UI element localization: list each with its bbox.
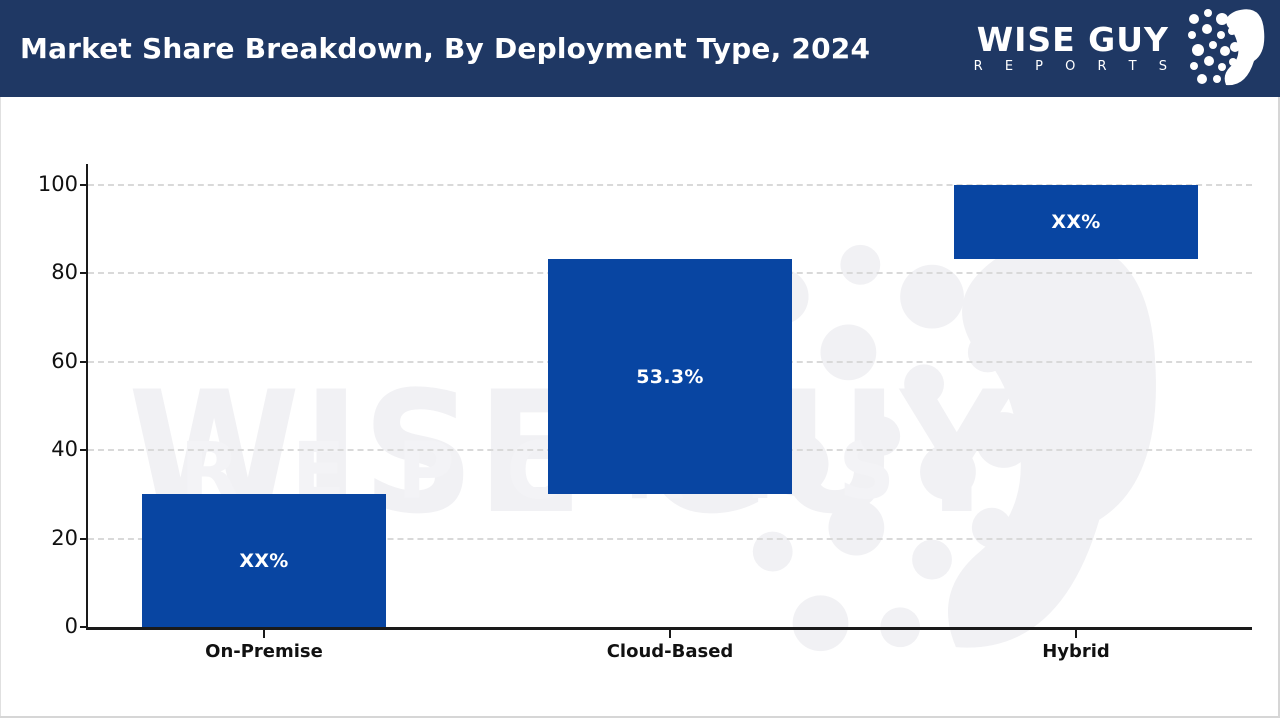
- frame-right-hairline: [1278, 97, 1280, 717]
- y-tick-0: [80, 626, 88, 628]
- y-tick-label-60: 60: [51, 348, 78, 373]
- y-tick-label-20: 20: [51, 525, 78, 550]
- frame-bottom-hairline: [0, 716, 1280, 718]
- y-tick-40: [80, 449, 88, 452]
- bar-value-label: XX%: [239, 549, 289, 572]
- y-tick-label-0: 0: [64, 614, 78, 638]
- y-tick-label-40: 40: [51, 437, 78, 462]
- x-tick-on-premise: [263, 630, 265, 638]
- dotted-face-icon: [1180, 5, 1266, 93]
- gridline-20: [88, 537, 1252, 540]
- y-tick-80: [80, 272, 88, 275]
- bar-value-label: XX%: [1051, 210, 1101, 233]
- y-tick-label-80: 80: [51, 260, 78, 285]
- x-tick-hybrid: [1075, 630, 1077, 638]
- brand-logo: WISE GUY R E P O R T S: [970, 5, 1280, 93]
- y-axis-line: [86, 164, 88, 629]
- x-tick-label-hybrid: Hybrid: [1042, 641, 1110, 662]
- chart-title: Market Share Breakdown, By Deployment Ty…: [20, 32, 871, 65]
- y-tick-100: [80, 184, 88, 186]
- x-tick-label-cloud-based: Cloud-Based: [606, 641, 734, 662]
- x-tick-cloud-based: [669, 630, 671, 638]
- bar-hybrid: XX%: [954, 185, 1198, 259]
- header-bar: Market Share Breakdown, By Deployment Ty…: [0, 0, 1280, 97]
- frame-left-hairline: [0, 97, 1, 717]
- bar-on-premise: XX%: [142, 494, 386, 627]
- y-tick-60: [80, 360, 88, 363]
- bar-value-label: 53.3%: [636, 365, 704, 388]
- y-tick-label-100: 100: [37, 172, 78, 196]
- brand-logo-main: WISE GUY: [976, 20, 1169, 59]
- bar-cloud-based: 53.3%: [548, 258, 792, 495]
- gridline-100: [88, 184, 1252, 186]
- x-tick-label-on-premise: On-Premise: [205, 641, 323, 662]
- brand-logo-sub: R E P O R T S: [973, 59, 1176, 74]
- y-tick-20: [80, 537, 88, 540]
- x-axis-line: [86, 627, 1252, 630]
- brand-logo-text: WISE GUY R E P O R T S: [970, 23, 1176, 74]
